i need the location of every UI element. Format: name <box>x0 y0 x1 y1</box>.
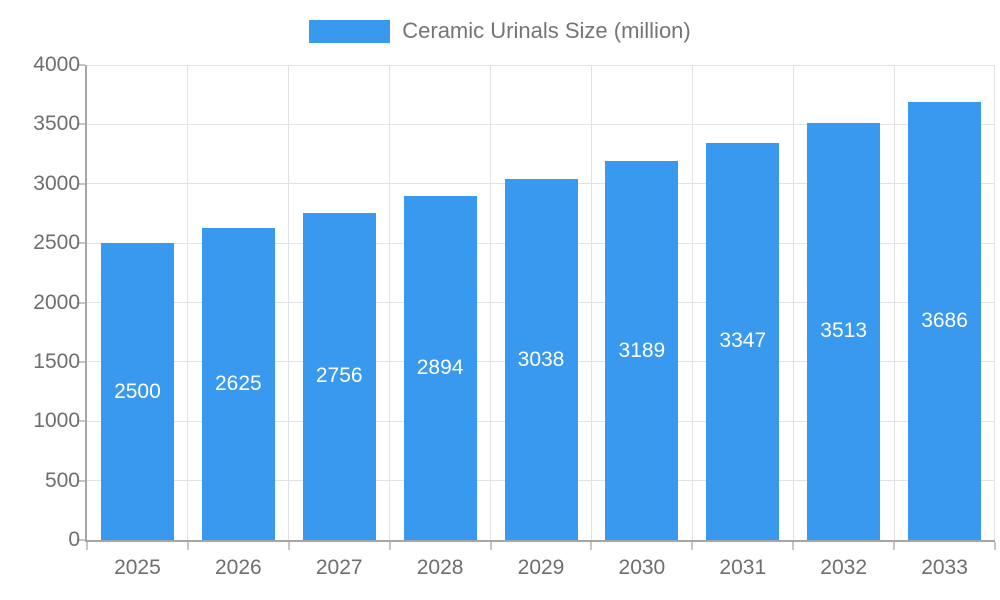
x-axis-label-2032: 2032 <box>820 556 868 579</box>
y-tick-2500 <box>77 242 85 245</box>
x-gridline-3 <box>389 65 391 540</box>
x-axis-label-2028: 2028 <box>416 556 464 579</box>
bar-2026[interactable]: 2625 <box>201 228 275 540</box>
y-tick-1500 <box>77 360 85 363</box>
y-axis-label-4000: 4000 <box>33 53 80 76</box>
x-tick-3 <box>388 542 391 550</box>
bar-value-2033: 3686 <box>921 309 968 333</box>
x-axis-label-2027: 2027 <box>315 556 363 579</box>
x-axis-label-2025: 2025 <box>114 556 161 579</box>
y-axis-label-3500: 3500 <box>33 112 80 136</box>
y-axis-label-0: 0 <box>68 528 80 551</box>
legend-label: Ceramic Urinals Size (million) <box>402 18 691 43</box>
y-axis-line <box>85 65 87 540</box>
y-gridline-3500 <box>87 123 995 125</box>
x-gridline-7 <box>792 65 794 540</box>
y-axis-label-1000: 1000 <box>33 409 80 433</box>
y-tick-1000 <box>77 420 85 423</box>
y-tick-2000 <box>77 301 85 304</box>
y-axis-label-500: 500 <box>44 468 80 492</box>
bar-value-2030: 3189 <box>618 338 666 362</box>
bar-value-2026: 2625 <box>214 372 262 396</box>
x-axis-label-2033: 2033 <box>921 556 968 579</box>
y-tick-0 <box>77 539 85 541</box>
bar-2032[interactable]: 3513 <box>807 122 881 540</box>
x-gridline-6 <box>691 65 693 540</box>
x-axis-label-2026: 2026 <box>214 556 262 579</box>
x-axis-label-2029: 2029 <box>517 556 565 579</box>
x-gridline-9 <box>993 65 995 540</box>
bar-value-2032: 3513 <box>820 319 868 343</box>
y-gridline-4000 <box>87 64 995 66</box>
x-axis-line <box>85 540 995 542</box>
x-tick-6 <box>691 542 694 550</box>
y-axis-label-2000: 2000 <box>33 290 80 314</box>
x-axis-label-2031: 2031 <box>719 556 767 579</box>
bar-value-2027: 2756 <box>315 364 363 388</box>
x-tick-0 <box>86 542 88 550</box>
y-axis-label-1500: 1500 <box>33 349 80 373</box>
x-gridline-1 <box>187 65 189 540</box>
x-tick-8 <box>893 542 896 550</box>
bar-value-2028: 2894 <box>416 356 464 380</box>
plot-area: 0 500 1000 1500 2000 2500 3000 3500 4000 2500 2025… <box>33 53 996 579</box>
bar-2033[interactable]: 3686 <box>908 102 982 540</box>
y-axis-label-2500: 2500 <box>33 231 80 255</box>
bar-value-2029: 3038 <box>517 347 565 371</box>
bar-value-2031: 3347 <box>719 329 767 353</box>
bar-2030[interactable]: 3189 <box>605 161 679 540</box>
x-tick-7 <box>792 542 795 550</box>
bar-2029[interactable]: 3038 <box>504 179 578 540</box>
x-tick-5 <box>590 542 593 550</box>
y-tick-500 <box>77 479 85 482</box>
y-axis-label-3000: 3000 <box>33 171 80 195</box>
x-tick-9 <box>994 542 996 550</box>
bar-2028[interactable]: 2894 <box>403 196 477 540</box>
x-tick-2 <box>287 542 290 550</box>
x-axis-label-2030: 2030 <box>618 556 666 579</box>
bar-2031[interactable]: 3347 <box>706 142 780 540</box>
bar-2027[interactable]: 2756 <box>302 212 376 540</box>
legend-swatch-icon <box>309 19 391 43</box>
x-gridline-5 <box>590 65 592 540</box>
bar-2025[interactable]: 2500 <box>100 243 174 540</box>
x-tick-4 <box>489 542 492 550</box>
x-gridline-4 <box>490 65 492 540</box>
x-gridline-8 <box>893 65 895 540</box>
x-tick-1 <box>186 542 189 550</box>
y-tick-4000 <box>77 64 85 66</box>
bar-value-2025: 2500 <box>114 379 161 403</box>
y-tick-3500 <box>77 123 85 126</box>
x-gridline-2 <box>288 65 290 540</box>
y-tick-3000 <box>77 182 85 185</box>
legend[interactable]: Ceramic Urinals Size (million) <box>0 18 1000 44</box>
